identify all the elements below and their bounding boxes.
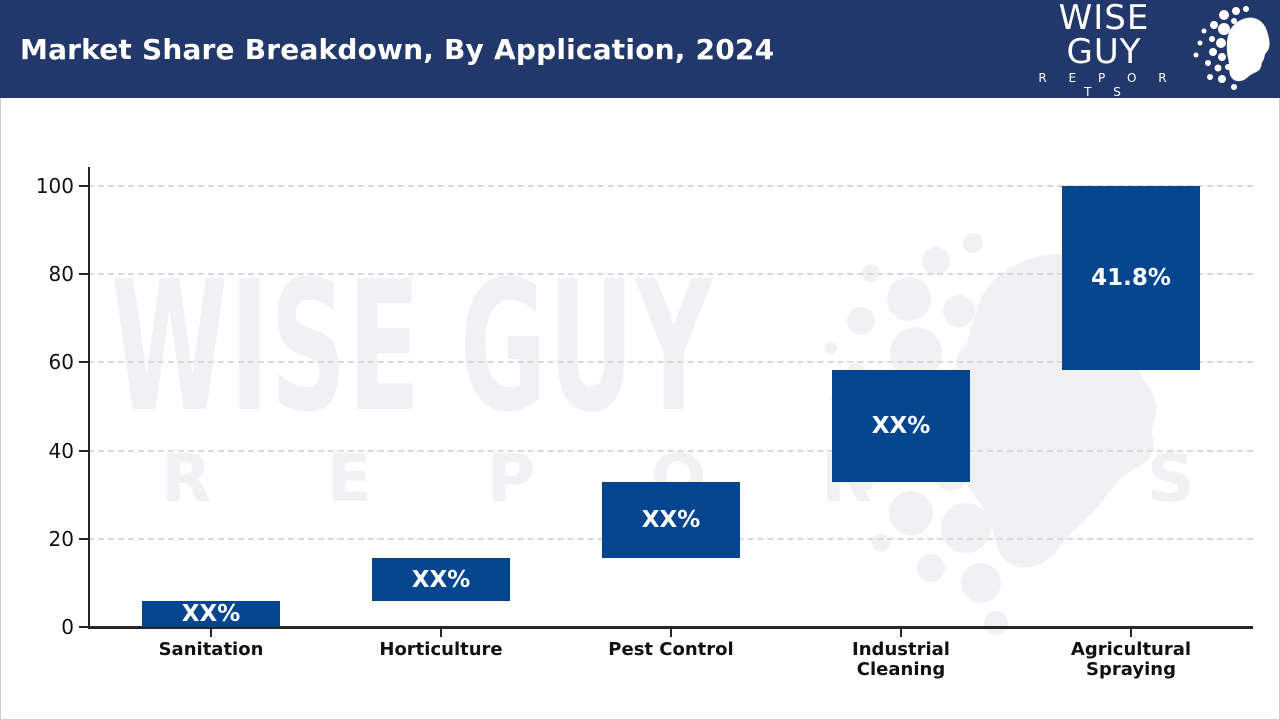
y-axis-tick-mark [79,273,88,276]
x-axis-category-label: Horticulture [379,639,503,660]
gridline-40 [88,449,1253,452]
y-axis-tick-label: 20 [48,526,74,551]
x-axis-tick-mark [440,628,442,637]
bar-industrial-cleaning: XX% [832,370,970,483]
x-axis-category-label: Pest Control [608,639,734,660]
x-axis-line [88,626,1253,629]
x-axis-tick-mark [210,628,212,637]
header-bar: Market Share Breakdown, By Application, … [0,0,1280,99]
y-axis-line [88,167,90,629]
x-axis-tick-mark [1130,628,1132,637]
y-axis-tick-label: 80 [48,262,74,287]
bar-value-label: XX% [871,413,931,440]
x-axis-tick-mark [670,628,672,637]
bar-value-label: XX% [411,566,471,593]
bar-value-label: 41.8% [1091,265,1171,292]
brand-logo-subtitle: R E P O R T S [1038,71,1176,99]
bar-horticulture: XX% [372,558,510,602]
gridline-80 [88,273,1253,276]
bar-value-label: XX% [181,601,241,627]
brand-face-dots-icon [1188,3,1272,97]
y-axis-tick-mark [79,185,88,187]
bar-agricultural-spraying: 41.8% [1062,186,1200,371]
page-title: Market Share Breakdown, By Application, … [20,32,775,66]
y-axis-tick-mark [79,449,88,452]
x-axis-category-label: Agricultural Spraying [1070,639,1192,680]
bar-pest-control: XX% [602,482,740,559]
y-axis-tick-label: 0 [61,615,74,639]
brand-logo-wordmark: WISE GUY [1058,0,1150,72]
x-axis-category-label: Sanitation [158,639,264,660]
gridline-100 [88,185,1253,187]
watermark-wordmark: WISE GUY [111,243,714,452]
brand-logo-text: WISE GUY R E P O R T S [1022,1,1186,99]
y-axis-tick-label: 40 [48,438,74,463]
bar-value-label: XX% [641,507,701,534]
bar-sanitation: XX% [142,601,280,627]
x-axis-tick-mark [900,628,902,637]
y-axis-tick-mark [79,626,88,628]
y-axis-tick-label: 60 [48,350,74,375]
y-axis-tick-label: 100 [35,174,74,198]
brand-logo: WISE GUY R E P O R T S [1022,1,1272,99]
y-axis-tick-mark [79,537,88,540]
x-axis-category-label: Industrial Cleaning [852,639,950,680]
y-axis-tick-mark [79,361,88,364]
gridline-60 [88,361,1253,364]
